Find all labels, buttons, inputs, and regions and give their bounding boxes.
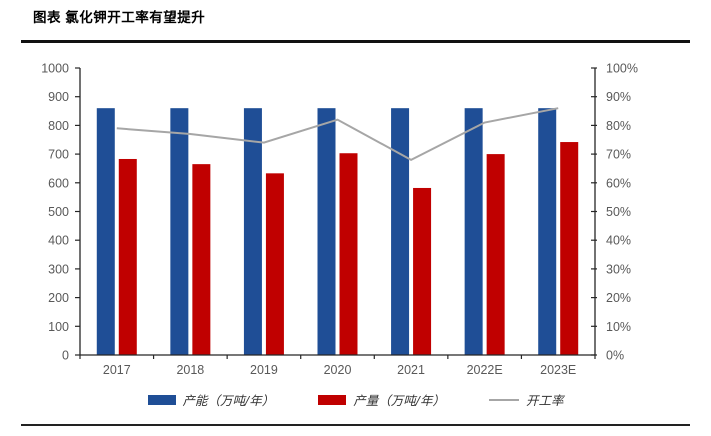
x-axis-category-label: 2020: [324, 363, 352, 377]
left-axis-tick-label: 900: [48, 90, 69, 104]
x-axis-category-label: 2018: [176, 363, 204, 377]
capacity-bar: [317, 108, 336, 356]
x-axis-category-label: 2023E: [540, 363, 576, 377]
legend-label-operating-rate: 开工率: [525, 393, 564, 408]
legend-item-production: 产量（万吨/年）: [318, 390, 445, 409]
x-axis-category-label: 2021: [397, 363, 425, 377]
chart-legend: 产能（万吨/年） 产量（万吨/年） 开工率: [0, 390, 711, 409]
right-axis-tick-label: 20%: [606, 291, 631, 305]
title-divider-line: [21, 40, 690, 43]
production-swatch-icon: [318, 394, 347, 405]
capacity-bar: [464, 108, 483, 356]
chart-area: 0 100 200 300 400 500 600 700 800 900 1000 0% 10% 20%…: [0, 50, 711, 385]
right-axis-tick-label: 80%: [606, 119, 631, 133]
legend-label-capacity: 产能（万吨/年）: [182, 393, 275, 408]
capacity-bar: [96, 108, 115, 356]
capacity-bar: [538, 108, 557, 356]
production-bar: [413, 187, 432, 355]
production-bar: [560, 142, 579, 355]
right-axis-tick-label: 100%: [606, 62, 638, 76]
right-axis-tick-label: 60%: [606, 176, 631, 190]
capacity-bar: [170, 108, 189, 356]
left-axis-tick-label: 200: [48, 291, 69, 305]
legend-item-operating-rate: 开工率: [488, 390, 564, 409]
left-axis-tick-label: 300: [48, 262, 69, 276]
production-bar: [192, 164, 211, 355]
capacity-bar: [243, 108, 262, 356]
operating-rate-line: [116, 107, 559, 161]
x-axis-category-label: 2017: [103, 363, 131, 377]
right-axis-tick-label: 40%: [606, 234, 631, 248]
left-axis-tick-label: 1000: [41, 62, 69, 76]
left-axis-tick-label: 500: [48, 205, 69, 219]
left-axis-tick-label: 0: [62, 349, 69, 363]
right-axis-tick-label: 90%: [606, 90, 631, 104]
left-axis-tick-label: 600: [48, 176, 69, 190]
left-axis-tick-label: 100: [48, 320, 69, 334]
operating-rate-line-icon: [488, 398, 519, 401]
right-axis-tick-label: 70%: [606, 148, 631, 162]
chart-canvas: 0 100 200 300 400 500 600 700 800 900 1000 0% 10% 20%…: [41, 62, 638, 378]
right-axis-tick-label: 10%: [606, 320, 631, 334]
capacity-swatch-icon: [147, 394, 176, 405]
x-axis-category-label: 2019: [250, 363, 278, 377]
right-axis-tick-label: 30%: [606, 262, 631, 276]
capacity-bar: [391, 108, 410, 356]
production-bar: [265, 173, 284, 355]
production-bar: [118, 158, 137, 355]
left-axis-tick-label: 400: [48, 234, 69, 248]
left-axis-tick-label: 800: [48, 119, 69, 133]
legend-label-production: 产量（万吨/年）: [353, 393, 445, 408]
legend-item-capacity: 产能（万吨/年）: [147, 390, 275, 409]
right-axis-tick-label: 50%: [606, 205, 631, 219]
x-axis-category-label: 2022E: [467, 363, 503, 377]
right-axis-tick-label: 0%: [606, 349, 624, 363]
production-bar: [486, 154, 505, 355]
production-bar: [339, 153, 358, 355]
chart-title: 图表 氯化钾开工率有望提升: [33, 10, 206, 25]
left-axis-tick-label: 700: [48, 148, 69, 162]
bottom-divider-line: [21, 424, 690, 426]
